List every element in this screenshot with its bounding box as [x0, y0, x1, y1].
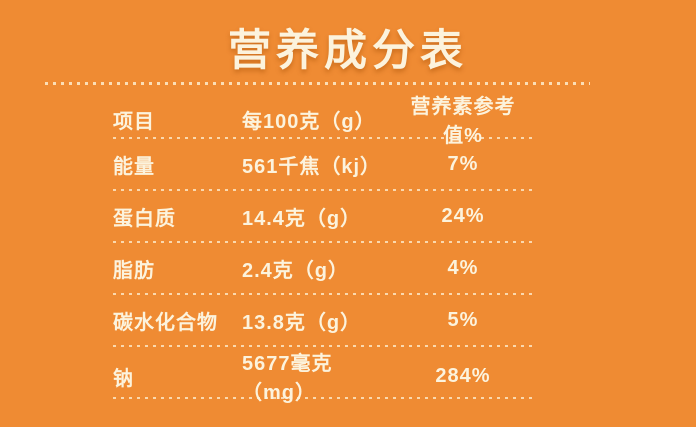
row-amount: 13.8克（g）: [242, 311, 362, 334]
table-row-fat: 脂肪 2.4克（g） 4%: [113, 243, 532, 293]
row-nrv: 5%: [447, 308, 479, 331]
row-divider: [113, 241, 532, 243]
row-item-label: 能量: [113, 155, 155, 178]
row-divider: [113, 397, 532, 399]
row-item-label: 蛋白质: [113, 207, 176, 230]
row-nrv: 7%: [447, 152, 479, 175]
row-item-label: 碳水化合物: [113, 311, 218, 334]
table-row-protein: 蛋白质 14.4克（g） 24%: [113, 191, 532, 241]
col-header-item: 项目: [113, 110, 155, 133]
row-divider: [113, 345, 532, 347]
page-title: 营养成分表: [228, 27, 468, 75]
row-divider: [113, 293, 532, 295]
row-nrv: 24%: [441, 204, 485, 227]
row-amount: 5677毫克（mg）: [242, 353, 333, 404]
nutrition-table: 项目 每100克（g） 营养素参考值% 能量 561千焦（kj） 7% 蛋白质 …: [113, 90, 532, 404]
table-row-carbohydrate: 碳水化合物 13.8克（g） 5%: [113, 295, 532, 345]
row-divider: [113, 189, 532, 191]
row-item-label: 脂肪: [113, 259, 155, 282]
row-nrv: 4%: [447, 256, 479, 279]
table-header-row: 项目 每100克（g） 营养素参考值%: [113, 90, 532, 147]
row-amount: 14.4克（g）: [242, 207, 362, 230]
col-header-amount: 每100克（g）: [242, 110, 376, 133]
row-nrv: 284%: [435, 364, 491, 387]
title-divider: [45, 82, 590, 85]
table-row-energy: 能量 561千焦（kj） 7%: [113, 139, 532, 189]
table-row-sodium: 钠 5677毫克（mg） 284%: [113, 347, 532, 404]
row-amount: 561千焦（kj）: [242, 155, 382, 178]
row-divider: [113, 137, 532, 139]
col-header-nrv: 营养素参考值%: [410, 96, 516, 147]
row-item-label: 钠: [113, 367, 134, 390]
row-amount: 2.4克（g）: [242, 259, 350, 282]
